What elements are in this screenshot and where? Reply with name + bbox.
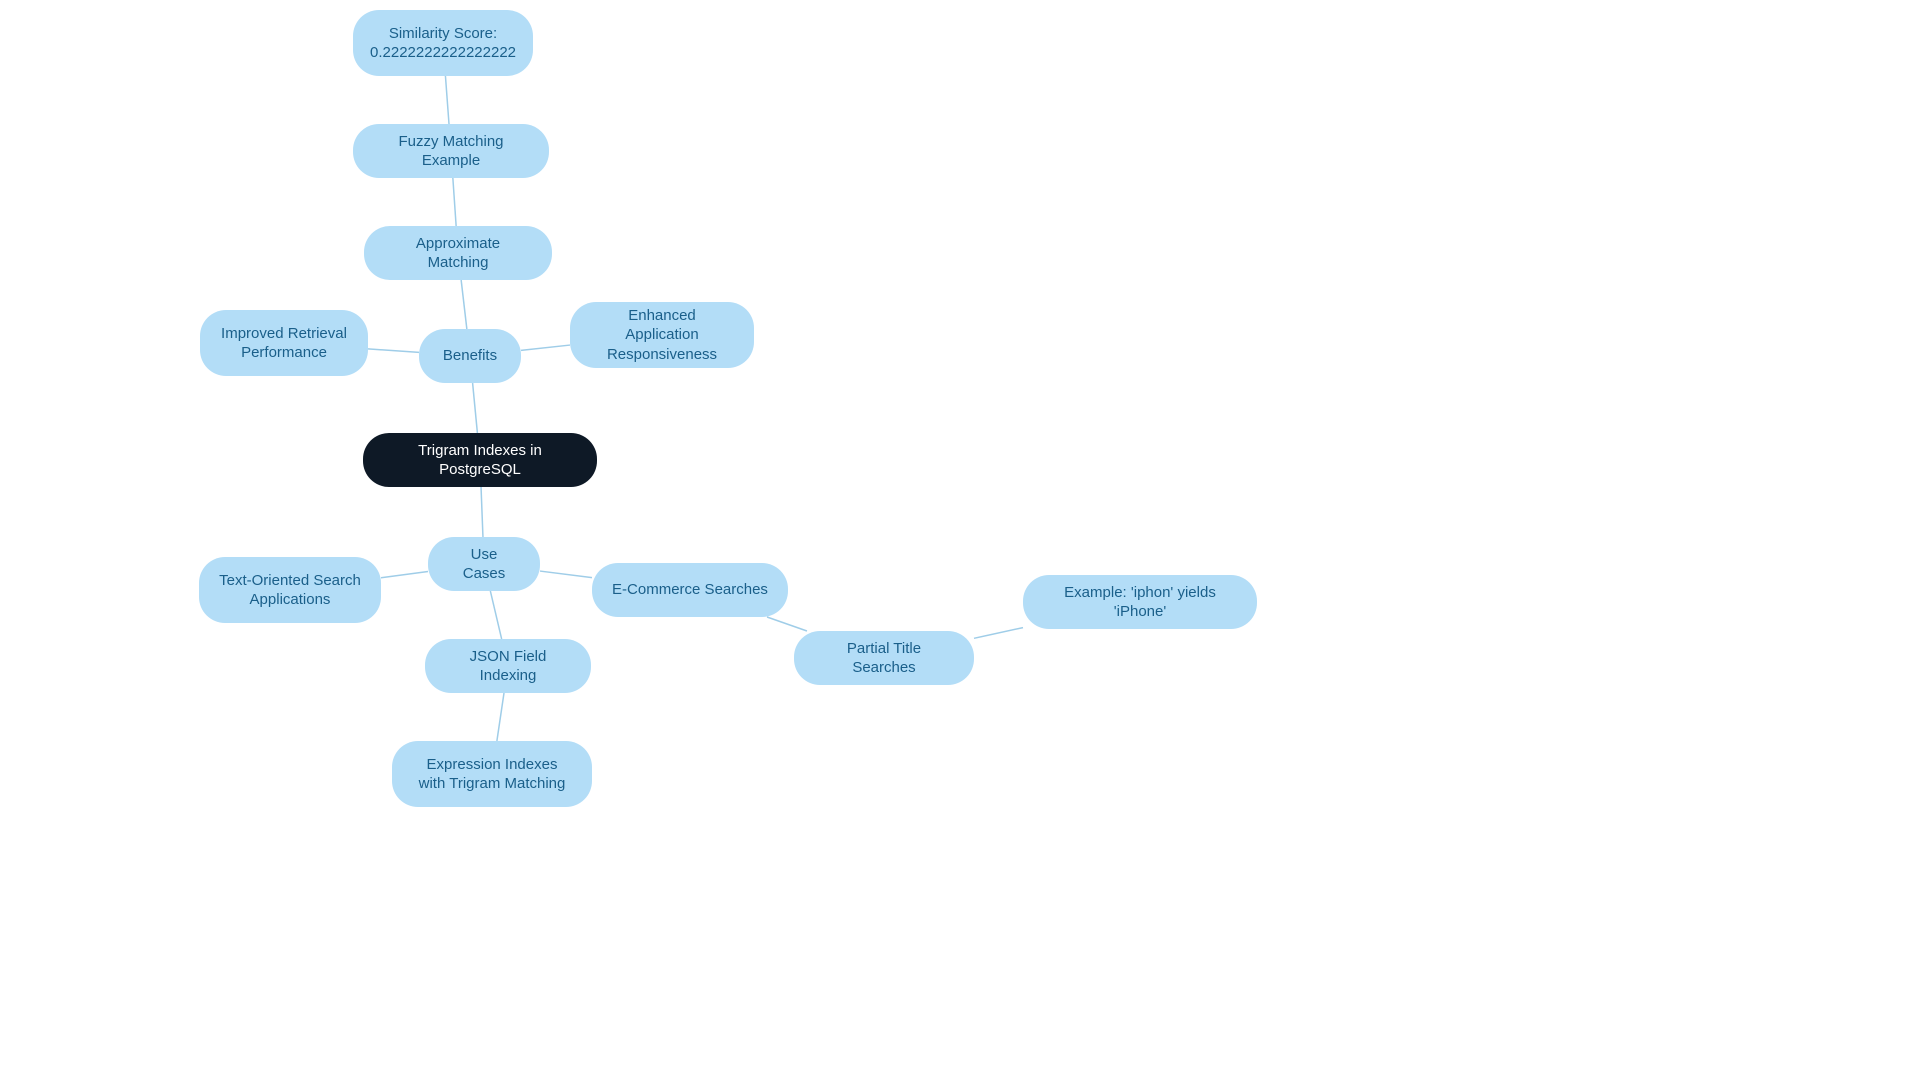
node-root[interactable]: Trigram Indexes in PostgreSQL bbox=[363, 433, 597, 487]
node-textapps[interactable]: Text-Oriented Search Applications bbox=[199, 557, 381, 623]
node-simscore[interactable]: Similarity Score: 0.2222222222222222 bbox=[353, 10, 533, 76]
node-label: Expression Indexes with Trigram Matching bbox=[412, 755, 572, 794]
node-label: Approximate Matching bbox=[384, 234, 532, 273]
edge bbox=[974, 628, 1023, 639]
node-label: Improved Retrieval Performance bbox=[220, 324, 348, 363]
node-label: Trigram Indexes in PostgreSQL bbox=[383, 441, 577, 480]
edge bbox=[497, 693, 504, 741]
node-label: Benefits bbox=[443, 346, 497, 366]
node-fuzzy[interactable]: Fuzzy Matching Example bbox=[353, 124, 549, 178]
node-label: Text-Oriented Search Applications bbox=[219, 571, 361, 610]
node-label: Fuzzy Matching Example bbox=[373, 132, 529, 171]
node-approx[interactable]: Approximate Matching bbox=[364, 226, 552, 280]
node-partial[interactable]: Partial Title Searches bbox=[794, 631, 974, 685]
node-ecommerce[interactable]: E-Commerce Searches bbox=[592, 563, 788, 617]
node-label: Use Cases bbox=[448, 545, 520, 584]
edge bbox=[540, 571, 592, 578]
node-label: E-Commerce Searches bbox=[612, 580, 768, 600]
edge bbox=[368, 349, 419, 353]
edge bbox=[461, 280, 467, 329]
edge bbox=[521, 345, 570, 350]
node-benefits[interactable]: Benefits bbox=[419, 329, 521, 383]
node-label: JSON Field Indexing bbox=[445, 647, 571, 686]
node-jsonidx[interactable]: JSON Field Indexing bbox=[425, 639, 591, 693]
node-example_iphon[interactable]: Example: 'iphon' yields 'iPhone' bbox=[1023, 575, 1257, 629]
node-label: Partial Title Searches bbox=[814, 639, 954, 678]
node-exprindex[interactable]: Expression Indexes with Trigram Matching bbox=[392, 741, 592, 807]
node-retrieval[interactable]: Improved Retrieval Performance bbox=[200, 310, 368, 376]
node-label: Enhanced Application Responsiveness bbox=[590, 306, 734, 365]
edge bbox=[453, 178, 456, 226]
diagram-edges bbox=[0, 0, 1920, 1083]
edge bbox=[767, 617, 807, 631]
node-label: Example: 'iphon' yields 'iPhone' bbox=[1043, 583, 1237, 622]
node-responsive[interactable]: Enhanced Application Responsiveness bbox=[570, 302, 754, 368]
edge bbox=[381, 572, 428, 578]
edge bbox=[481, 487, 483, 537]
node-label: Similarity Score: 0.2222222222222222 bbox=[370, 24, 516, 63]
edge bbox=[473, 383, 478, 433]
node-usecases[interactable]: Use Cases bbox=[428, 537, 540, 591]
edge bbox=[490, 591, 501, 639]
edge bbox=[445, 76, 449, 124]
